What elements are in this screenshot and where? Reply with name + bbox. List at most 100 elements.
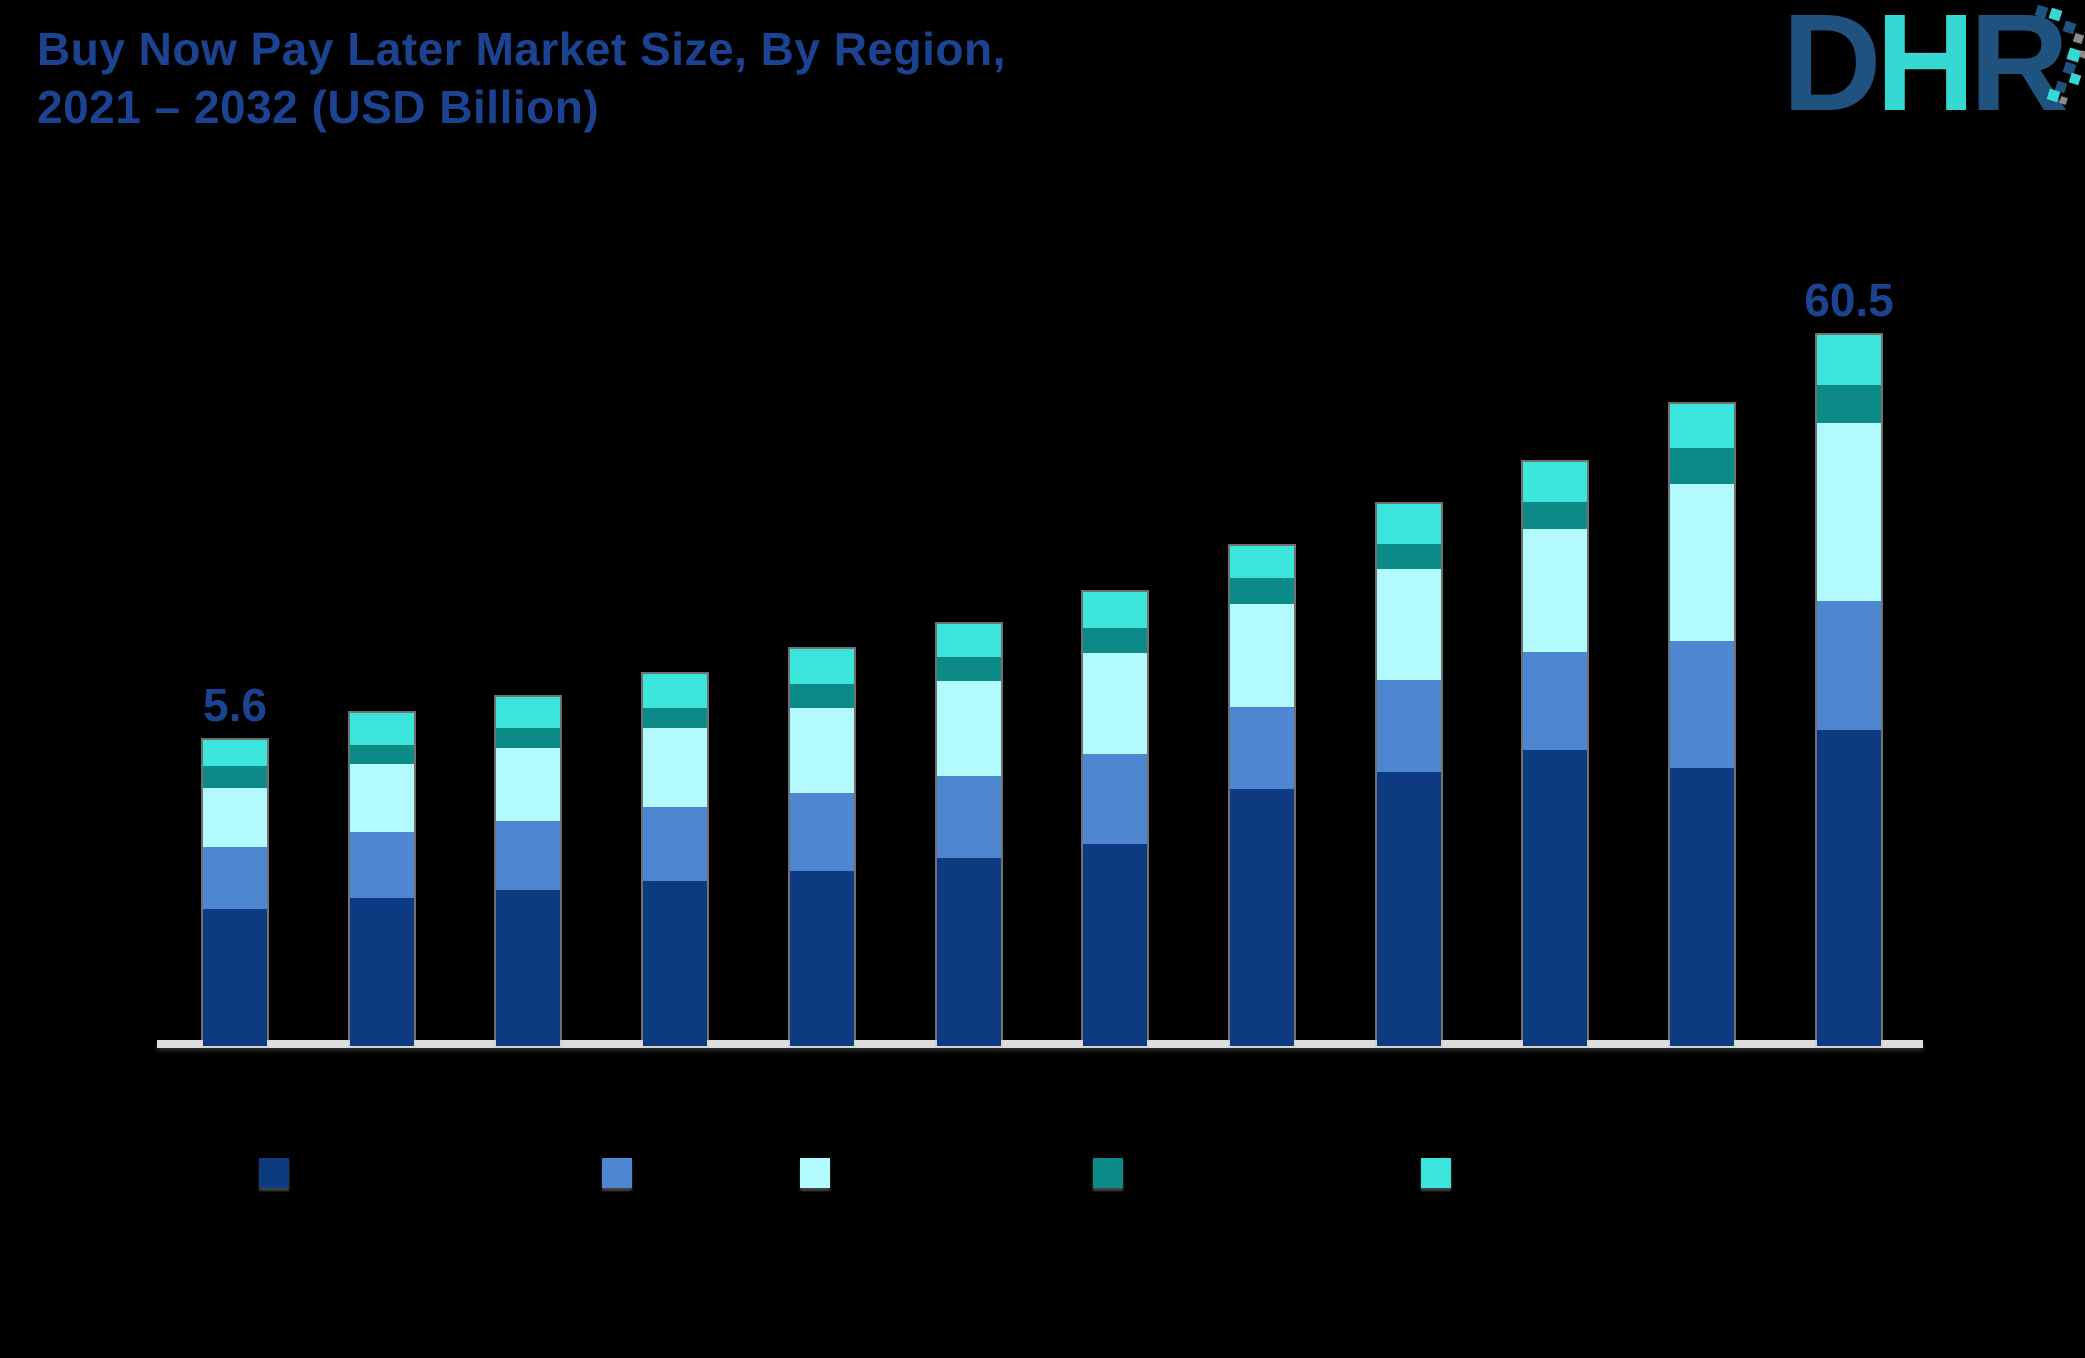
legend-swatch-region-2 [602, 1158, 632, 1188]
bar-2025-segment-region-2 [790, 793, 854, 871]
bar-2028-segment-region-4 [1230, 578, 1294, 604]
logo-dot-icon [2059, 96, 2068, 105]
bar-2022-segment-region-4 [350, 745, 414, 764]
legend-swatch-region-1 [259, 1158, 289, 1188]
bar-2021-segment-region-2 [203, 847, 267, 909]
legend-swatch-region-5 [1421, 1158, 1451, 1188]
bar-2027-segment-region-1 [1083, 844, 1147, 1046]
bar-2029-segment-region-4 [1377, 544, 1441, 569]
x-axis-line [157, 1040, 1923, 1048]
logo-dot-icon [2066, 47, 2082, 63]
bar-2026-segment-region-2 [937, 776, 1001, 858]
bar-2021-segment-region-1 [203, 909, 267, 1046]
logo-dot-icon [2062, 20, 2077, 35]
bar-2022-segment-region-1 [350, 898, 414, 1046]
bar-value-label-first: 5.6 [203, 679, 267, 731]
bar-2032-segment-region-2 [1817, 601, 1881, 730]
bar-2024-segment-region-3 [643, 728, 707, 807]
bar-2025-segment-region-5 [790, 649, 854, 684]
legend-swatch-region-4 [1093, 1158, 1123, 1188]
bar-2026-segment-region-5 [937, 624, 1001, 657]
bar-2026-segment-region-3 [937, 681, 1001, 776]
bar-2024-segment-region-4 [643, 708, 707, 728]
logo-letter-d: D [1782, 0, 1882, 140]
bar-2023-segment-region-1 [496, 890, 560, 1046]
bar-2031-segment-region-2 [1670, 641, 1734, 768]
dhr-logo: DHR [1782, 0, 2082, 136]
logo-dot-icon [2068, 72, 2082, 86]
logo-letter-h: H [1875, 0, 1976, 140]
bar-2032-segment-region-5 [1817, 335, 1881, 385]
bar-2027-segment-region-4 [1083, 628, 1147, 653]
bar-2026 [937, 624, 1001, 1046]
bar-2030-segment-region-3 [1523, 529, 1587, 652]
bar-value-label-last: 60.5 [1804, 274, 1894, 326]
logo-letter-r: R [1969, 0, 2069, 140]
logo-dot-icon [2054, 80, 2068, 94]
bar-2023 [496, 697, 560, 1046]
bar-2031-segment-region-5 [1670, 404, 1734, 448]
bar-2024-segment-region-1 [643, 881, 707, 1046]
bar-2023-segment-region-2 [496, 821, 560, 890]
bar-2023-segment-region-3 [496, 748, 560, 821]
bar-2021-segment-region-3 [203, 788, 267, 847]
bar-2028 [1230, 546, 1294, 1046]
bar-2027-segment-region-3 [1083, 653, 1147, 754]
bar-2023-segment-region-4 [496, 728, 560, 748]
bar-2022-segment-region-2 [350, 832, 414, 898]
chart-title-line2: 2021 – 2032 (USD Billion) [37, 81, 600, 133]
logo-dot-icon [2072, 32, 2085, 45]
bar-2030-segment-region-4 [1523, 502, 1587, 529]
bar-2027-segment-region-2 [1083, 754, 1147, 844]
bar-2031-segment-region-4 [1670, 448, 1734, 484]
bar-2026-segment-region-4 [937, 657, 1001, 681]
bar-2031 [1670, 404, 1734, 1046]
bar-2025-segment-region-3 [790, 708, 854, 793]
bar-2026-segment-region-1 [937, 858, 1001, 1046]
bar-2021 [203, 740, 267, 1046]
bar-2021-segment-region-5 [203, 740, 267, 766]
bar-2028-segment-region-5 [1230, 546, 1294, 578]
legend-swatch-region-3 [800, 1158, 830, 1188]
bar-2032 [1817, 335, 1881, 1046]
bar-2022-segment-region-3 [350, 764, 414, 832]
bar-2029 [1377, 504, 1441, 1046]
bar-2022-segment-region-5 [350, 713, 414, 745]
logo-dot-icon [2062, 61, 2077, 76]
logo-dot-icon [2048, 7, 2063, 22]
bar-2031-segment-region-1 [1670, 768, 1734, 1046]
bar-2021-segment-region-4 [203, 766, 267, 788]
bar-2030-segment-region-5 [1523, 462, 1587, 502]
chart-title: Buy Now Pay Later Market Size, By Region… [37, 20, 1006, 136]
bar-2024-segment-region-5 [643, 674, 707, 708]
bar-2029-segment-region-2 [1377, 680, 1441, 772]
bar-2031-segment-region-3 [1670, 484, 1734, 641]
bar-2023-segment-region-5 [496, 697, 560, 728]
bar-2030-segment-region-1 [1523, 750, 1587, 1046]
bar-2028-segment-region-3 [1230, 604, 1294, 707]
bar-2030 [1523, 462, 1587, 1046]
bar-2029-segment-region-5 [1377, 504, 1441, 544]
logo-dots-arc-icon [2034, 4, 2085, 105]
bar-2022 [350, 713, 414, 1046]
bar-2025-segment-region-1 [790, 871, 854, 1046]
bar-2032-segment-region-3 [1817, 423, 1881, 601]
bar-2032-segment-region-1 [1817, 730, 1881, 1046]
chart-title-line1: Buy Now Pay Later Market Size, By Region… [37, 23, 1006, 75]
bar-2027-segment-region-5 [1083, 592, 1147, 628]
logo-dot-icon [2046, 88, 2061, 103]
bar-2025-segment-region-4 [790, 684, 854, 708]
bar-2024 [643, 674, 707, 1046]
bar-2028-segment-region-1 [1230, 789, 1294, 1046]
bar-2024-segment-region-2 [643, 807, 707, 881]
bar-2028-segment-region-2 [1230, 707, 1294, 789]
bar-2029-segment-region-3 [1377, 569, 1441, 680]
logo-dot-icon [2079, 50, 2085, 59]
bar-2027 [1083, 592, 1147, 1046]
bar-2032-segment-region-4 [1817, 385, 1881, 423]
bar-2025 [790, 649, 854, 1046]
bar-2029-segment-region-1 [1377, 772, 1441, 1046]
bar-2030-segment-region-2 [1523, 652, 1587, 750]
